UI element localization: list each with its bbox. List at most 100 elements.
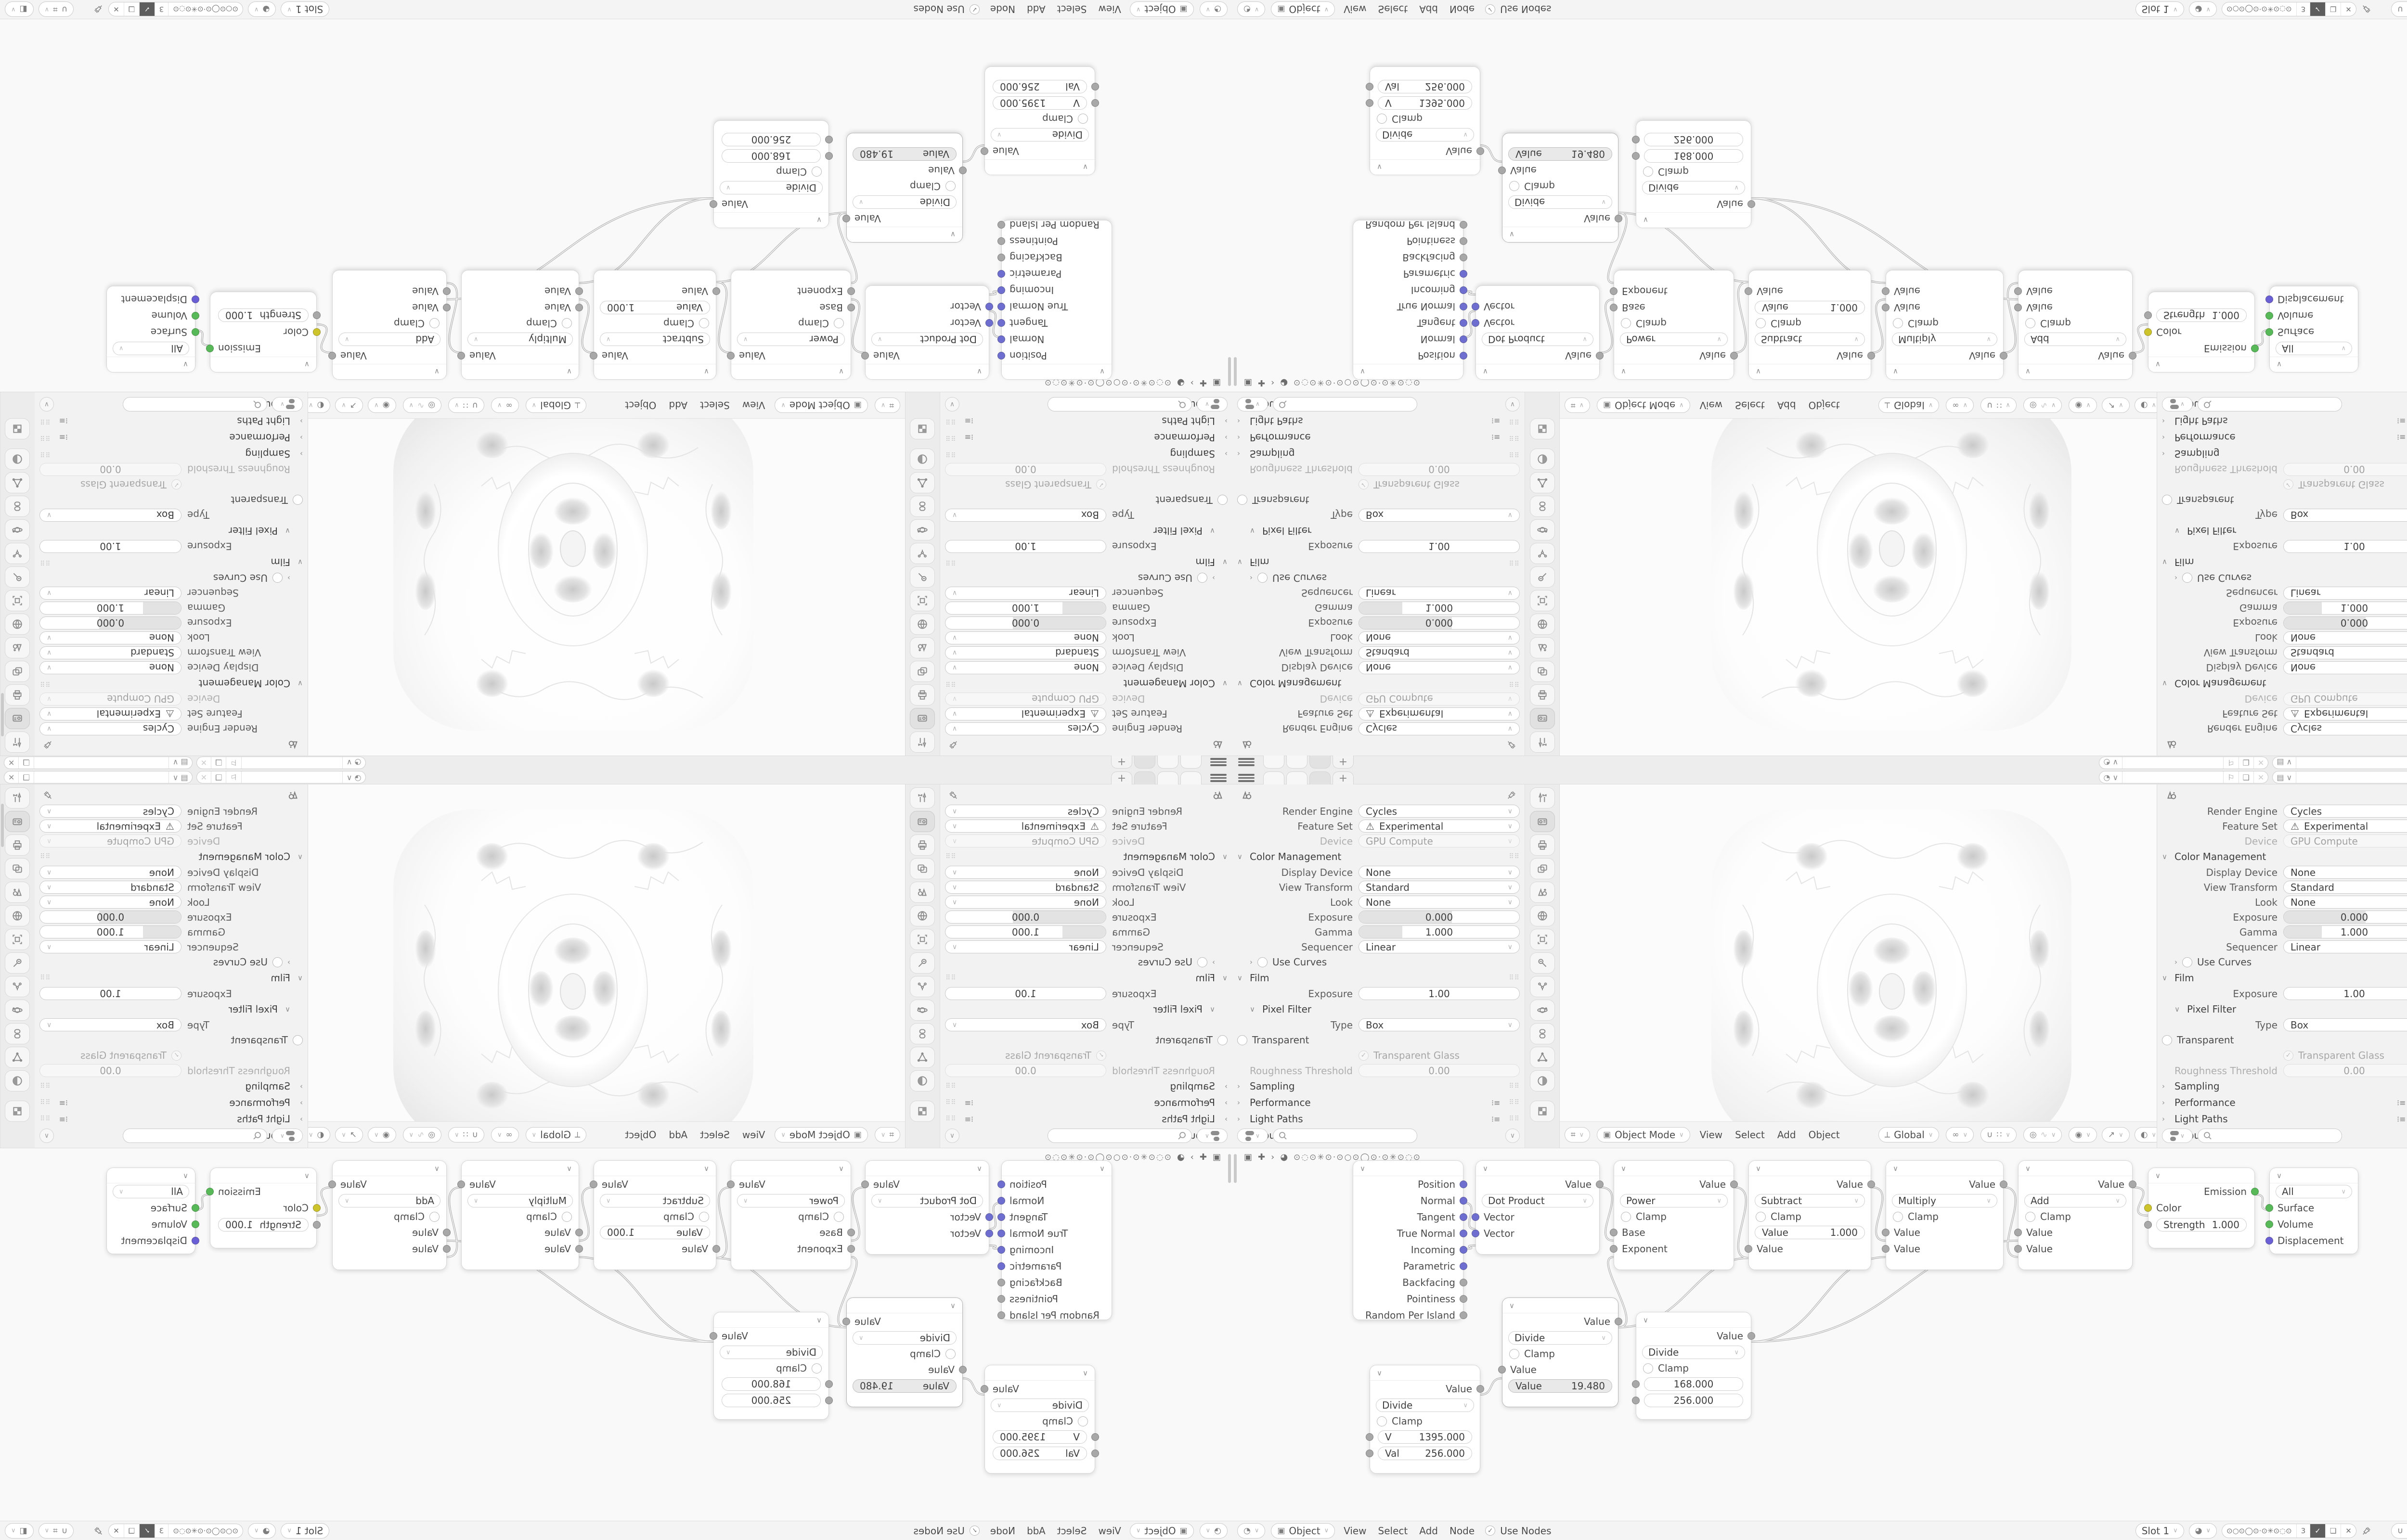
tab-tool[interactable] (910, 787, 935, 808)
section-sampling[interactable]: ›Sampling⠿⠿ (945, 448, 1228, 460)
workspace-tab-1[interactable] (1180, 771, 1202, 784)
value-field-2[interactable]: 256.000 (722, 133, 821, 146)
tab-texture[interactable] (1529, 418, 1555, 439)
pixel-filter-type-select[interactable]: Box∨ (945, 1018, 1106, 1031)
tab-world[interactable] (1529, 905, 1555, 926)
socket-value-in-2[interactable] (1091, 1450, 1099, 1457)
clamp-checkbox[interactable] (2025, 318, 2035, 329)
socket-value-in[interactable] (1745, 287, 1752, 295)
math-divide-node-b[interactable]: ∨ Value Divide ∨ Clamp Value Value 19.480 (842, 1297, 967, 1407)
math-add-node[interactable]: ∨ Value Add ∨ Clamp Value Value (328, 270, 451, 380)
device-select[interactable]: GPU Compute∨ (39, 693, 181, 706)
tab-material[interactable] (5, 449, 30, 470)
section-film[interactable]: ∨Film⠿⠿ (945, 972, 1228, 984)
viewlayer-name-field[interactable] (33, 771, 168, 783)
math-power-node[interactable]: ∨ Value Power ∨ Clamp Base Exponent (1610, 270, 1738, 380)
socket-value-out[interactable] (981, 1385, 988, 1393)
scene-name-field[interactable] (241, 771, 342, 783)
pivot-point-dropdown[interactable]: ∞ ∨ (491, 398, 519, 413)
operation-dropdown[interactable]: Add ∨ (2024, 333, 2126, 346)
math-subtract-node[interactable]: ∨ Value Subtract ∨ Clamp Value 1.000 Value (590, 270, 720, 380)
socket-value-in-1[interactable] (2014, 304, 2022, 311)
use-nodes-checkbox[interactable]: ✓ (969, 1526, 980, 1536)
operation-dropdown[interactable]: Dot Product ∨ (871, 1194, 983, 1207)
tab-particles[interactable] (5, 543, 30, 564)
snap-dropdown[interactable]: ∪⌗∨ (38, 1523, 74, 1539)
node-collapse-chevron[interactable]: ∨ (1886, 1161, 2003, 1176)
material-name-field[interactable]: ⊙○⊙◯⊙·⊙✳⊙◌⊙ (2222, 2, 2297, 16)
feature-set-select[interactable]: ⚠Experimental∨ (2283, 820, 2407, 833)
clamp-checkbox[interactable] (1756, 318, 1766, 329)
tab-world[interactable] (5, 614, 30, 635)
tab-scene[interactable] (910, 637, 935, 658)
editor-type-button[interactable]: ∨ (1237, 397, 1268, 411)
tab-object[interactable] (1529, 929, 1555, 950)
math-divide-node-a[interactable]: ∨ Value Divide ∨ Clamp V 1395.000 Val 256.0… (981, 1365, 1099, 1474)
editor-type-button[interactable]: ∨ (272, 1129, 303, 1143)
node-collapse-chevron[interactable]: ∨ (594, 1161, 716, 1176)
shader-type-dropdown[interactable]: ▣ Object ∨ (1271, 1, 1335, 17)
clamp-checkbox[interactable] (562, 318, 572, 329)
socket-base[interactable] (1610, 1229, 1618, 1236)
section-pixel-filter[interactable]: ∨ Pixel Filter (2174, 1003, 2237, 1015)
use-curves-checkbox[interactable] (1197, 957, 1207, 967)
socket-value-in-2[interactable] (2014, 1245, 2022, 1253)
socket-vector-1[interactable] (1472, 319, 1479, 327)
fake-user-shield-icon[interactable]: ✓ (139, 1524, 155, 1538)
tab-object-data[interactable] (5, 472, 30, 493)
view-transform-select[interactable]: Standard∨ (945, 646, 1106, 659)
node-collapse-chevron[interactable]: ∨ (714, 1312, 828, 1328)
tab-physics[interactable] (5, 519, 30, 540)
clamp-checkbox[interactable] (812, 1363, 822, 1373)
socket-tangent[interactable] (1460, 1213, 1467, 1221)
show-gizmo-dropdown[interactable]: ◉ ∨ (2069, 398, 2097, 413)
socket-backfacing[interactable] (1460, 1279, 1467, 1286)
gamma-slider[interactable]: 1.000 (39, 925, 181, 938)
section-light-paths[interactable]: ›Light Paths⁝≡⠿⠿ (945, 415, 1228, 427)
math-add-node[interactable]: ∨ Value Add ∨ Clamp Value Value (2014, 1160, 2136, 1270)
geometry-node[interactable]: ∨ Position Normal Tangent True Normal In… (997, 219, 1112, 380)
feature-set-select[interactable]: ⚠Experimental∨ (945, 820, 1106, 833)
feature-set-select[interactable]: ⚠Experimental∨ (1359, 820, 1520, 833)
clamp-checkbox[interactable] (1509, 181, 1519, 192)
transparent-glass-checkbox[interactable]: ✓ (171, 1050, 181, 1061)
tab-modifiers[interactable] (910, 952, 935, 974)
browse-material-button[interactable]: ◕ ∨ (248, 1, 276, 17)
shader-node-editor[interactable]: ▣ ✚ › ◕ ⊙◌⊙✳⊙·⊙○⊙◯⊙·⊙✳⊙◌⊙ (1232, 19, 2407, 392)
socket-value-in-2[interactable] (2014, 287, 2022, 295)
clamp-checkbox[interactable] (1509, 1348, 1519, 1359)
proportional-editing-dropdown[interactable]: ◎ ∿ ∨ (2023, 1127, 2062, 1142)
section-film[interactable]: ∨Film⠿⠿ (1237, 972, 1520, 984)
transparent-checkbox[interactable] (293, 495, 303, 505)
viewport-3d[interactable] (308, 419, 905, 756)
show-gizmo-dropdown[interactable]: ◉ ∨ (2069, 1127, 2097, 1142)
pivot-point-dropdown[interactable]: ∞ ∨ (491, 1127, 519, 1142)
operation-dropdown[interactable]: Divide ∨ (1642, 1346, 1745, 1359)
search-input[interactable] (2198, 397, 2342, 411)
menu-view[interactable]: View (742, 399, 765, 411)
socket-parametric[interactable] (997, 270, 1005, 278)
proportional-editing-dropdown[interactable]: ◎ ∿ ∨ (2023, 398, 2062, 413)
socket-strength-in[interactable] (2144, 311, 2152, 319)
exposure-slider[interactable]: 0.000 (39, 616, 181, 629)
clamp-checkbox[interactable] (1643, 1363, 1653, 1373)
section-performance[interactable]: ›Performance⁝≡⠿⠿ (1237, 1097, 1520, 1108)
snap-dropdown[interactable]: ∪⌗∨ (2391, 1, 2407, 17)
menu-select[interactable]: Select (700, 399, 730, 411)
section-pixel-filter[interactable]: ∨ Pixel Filter (228, 525, 290, 537)
pin-icon[interactable] (2361, 1526, 2372, 1536)
use-nodes-checkbox[interactable]: ✓ (969, 4, 980, 14)
menu-view[interactable]: View (1699, 1129, 1723, 1141)
tab-world[interactable] (910, 905, 935, 926)
tab-view-layer[interactable] (910, 661, 935, 682)
scene-name-field[interactable] (241, 757, 342, 769)
search-input[interactable] (1273, 1129, 1417, 1143)
socket-emission-out[interactable] (2251, 1188, 2259, 1195)
material-users-count[interactable]: 3 (2297, 1524, 2311, 1538)
socket-value-in-2[interactable] (1366, 1450, 1373, 1457)
vector-math-dot-product-node[interactable]: ∨ Value Dot Product ∨ Vector Vector (861, 1160, 993, 1255)
clamp-checkbox[interactable] (812, 167, 822, 177)
node-collapse-chevron[interactable]: ∨ (1353, 1161, 1463, 1176)
sequencer-select[interactable]: Linear∨ (39, 940, 181, 953)
tab-texture[interactable] (910, 418, 935, 439)
